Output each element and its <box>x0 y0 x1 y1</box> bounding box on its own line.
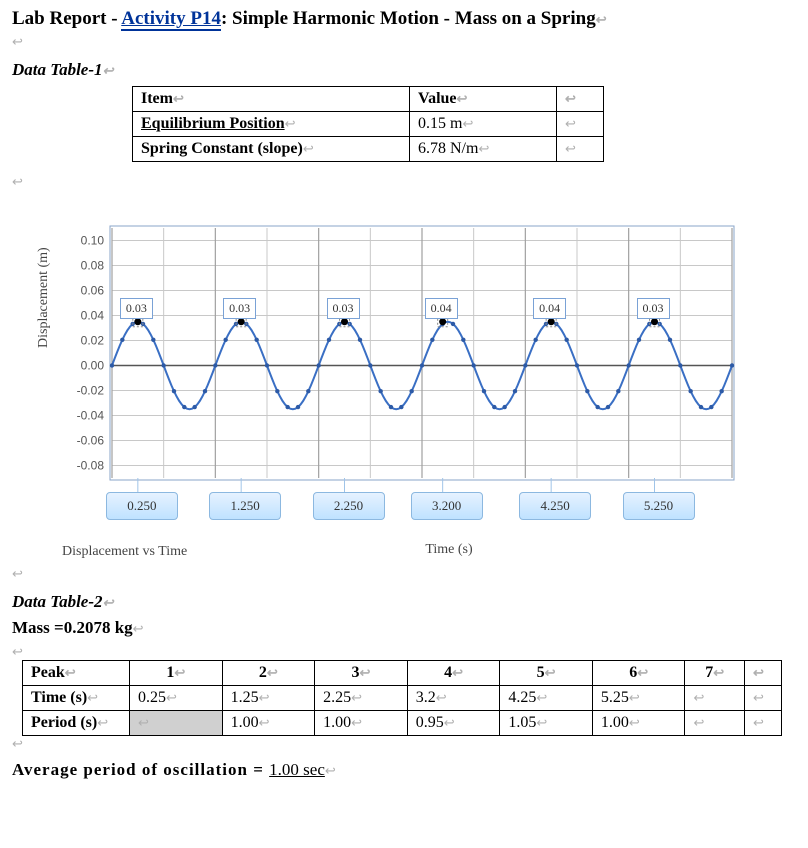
cell: 0.25↩ <box>130 686 223 711</box>
cell: 1.00↩ <box>592 711 685 736</box>
col-header: 6↩ <box>592 661 685 686</box>
peak-value-badge: 0.04 <box>533 298 566 319</box>
cell: ↩ <box>685 711 745 736</box>
svg-text:-0.08: -0.08 <box>77 459 105 473</box>
peak-value-badge: 0.03 <box>637 298 670 319</box>
data-table-2: Peak↩1↩2↩3↩4↩5↩6↩7↩↩ Time (s)↩0.25↩1.25↩… <box>22 660 782 736</box>
cell: 1.00↩ <box>315 711 408 736</box>
table-row: Time (s)↩0.25↩1.25↩2.25↩3.2↩4.25↩5.25↩↩↩ <box>23 686 782 711</box>
cell-value: 6.78 N/m↩ <box>410 137 557 162</box>
col-value: Value↩ <box>410 87 557 112</box>
data-table-1: Item↩ Value↩ ↩ Equilibrium Position↩ 0.1… <box>132 86 604 162</box>
return-mark: ↩ <box>12 566 796 582</box>
chart-svg: 0.10 0.08 0.06 0.04 0.02 0.00 -0.02 -0.04 -0.06 -… <box>42 218 742 498</box>
row-label: Time (s)↩ <box>23 686 130 711</box>
svg-text:0.06: 0.06 <box>81 284 105 298</box>
table2-heading: Data Table-2↩ <box>12 592 796 612</box>
cell-value: 0.15 m↩ <box>410 112 557 137</box>
displacement-chart: Displacement (m) 0.100.080.060.040.020.0… <box>42 218 742 538</box>
cell: 2.25↩ <box>315 686 408 711</box>
col-header: 5↩ <box>500 661 593 686</box>
table-row: Item↩ Value↩ ↩ <box>133 87 604 112</box>
peak-value-badge: 0.03 <box>223 298 256 319</box>
time-value-badge: 1.250 <box>209 492 281 520</box>
cell: 3.2↩ <box>407 686 500 711</box>
cell-item: Equilibrium Position↩ <box>133 112 410 137</box>
table-row: Peak↩1↩2↩3↩4↩5↩6↩7↩↩ <box>23 661 782 686</box>
col-header: 1↩ <box>130 661 223 686</box>
col-header: 7↩ <box>685 661 745 686</box>
table-row: Equilibrium Position↩ 0.15 m↩ ↩ <box>133 112 604 137</box>
cell: 0.95↩ <box>407 711 500 736</box>
cell: 1.00↩ <box>222 711 315 736</box>
cell-blank: ↩ <box>557 112 604 137</box>
table1-heading: Data Table-1↩ <box>12 60 796 80</box>
peak-value-badge: 0.04 <box>425 298 458 319</box>
svg-text:-0.02: -0.02 <box>77 384 105 398</box>
cell: ↩ <box>685 686 745 711</box>
svg-text:0.10: 0.10 <box>81 234 105 248</box>
time-value-badge: 2.250 <box>313 492 385 520</box>
peak-value-badge: 0.03 <box>120 298 153 319</box>
col-header: 2↩ <box>222 661 315 686</box>
cell: 5.25↩ <box>592 686 685 711</box>
svg-text:0.00: 0.00 <box>81 359 105 373</box>
title-suffix: : Simple Harmonic Motion - Mass on a Spr… <box>221 8 596 29</box>
average-period-line: Average period of oscillation = 1.00 sec… <box>12 760 796 780</box>
mass-line: Mass =0.2078 kg↩ <box>12 618 796 638</box>
row-label: Period (s)↩ <box>23 711 130 736</box>
table-row: Period (s)↩↩1.00↩1.00↩0.95↩1.05↩1.00↩↩↩ <box>23 711 782 736</box>
table-row: Spring Constant (slope)↩ 6.78 N/m↩ ↩ <box>133 137 604 162</box>
return-mark: ↩ <box>12 34 796 50</box>
title-activity: Activity P14 <box>121 8 221 31</box>
cell-item: Spring Constant (slope)↩ <box>133 137 410 162</box>
page-title: Lab Report - Activity P14: Simple Harmon… <box>12 8 796 30</box>
svg-text:0.08: 0.08 <box>81 259 105 273</box>
svg-text:0.04: 0.04 <box>81 309 105 323</box>
time-value-badge: 3.200 <box>411 492 483 520</box>
col-blank: ↩ <box>557 87 604 112</box>
cell: 4.25↩ <box>500 686 593 711</box>
return-mark: ↩ <box>12 644 796 660</box>
avg-label: Average period of oscillation = <box>12 760 269 779</box>
col-header: 3↩ <box>315 661 408 686</box>
svg-text:-0.04: -0.04 <box>77 409 105 423</box>
col-item: Item↩ <box>133 87 410 112</box>
cell: ↩ <box>130 711 223 736</box>
x-axis-label: Time (s) <box>102 542 796 558</box>
return-mark: ↩ <box>12 174 796 190</box>
col-header: Peak↩ <box>23 661 130 686</box>
cell: 1.05↩ <box>500 711 593 736</box>
y-axis-label: Displacement (m) <box>36 247 52 348</box>
time-value-badge: 5.250 <box>623 492 695 520</box>
cell: 1.25↩ <box>222 686 315 711</box>
peak-value-badge: 0.03 <box>327 298 360 319</box>
return-mark: ↩ <box>12 736 796 752</box>
col-header: 4↩ <box>407 661 500 686</box>
return-mark: ↩ <box>596 12 607 27</box>
time-value-badge: 4.250 <box>519 492 591 520</box>
avg-value: 1.00 sec <box>269 760 325 779</box>
title-prefix: Lab Report - <box>12 8 121 29</box>
time-value-badge: 0.250 <box>106 492 178 520</box>
svg-text:-0.06: -0.06 <box>77 434 105 448</box>
svg-text:0.02: 0.02 <box>81 334 105 348</box>
cell-blank: ↩ <box>557 137 604 162</box>
